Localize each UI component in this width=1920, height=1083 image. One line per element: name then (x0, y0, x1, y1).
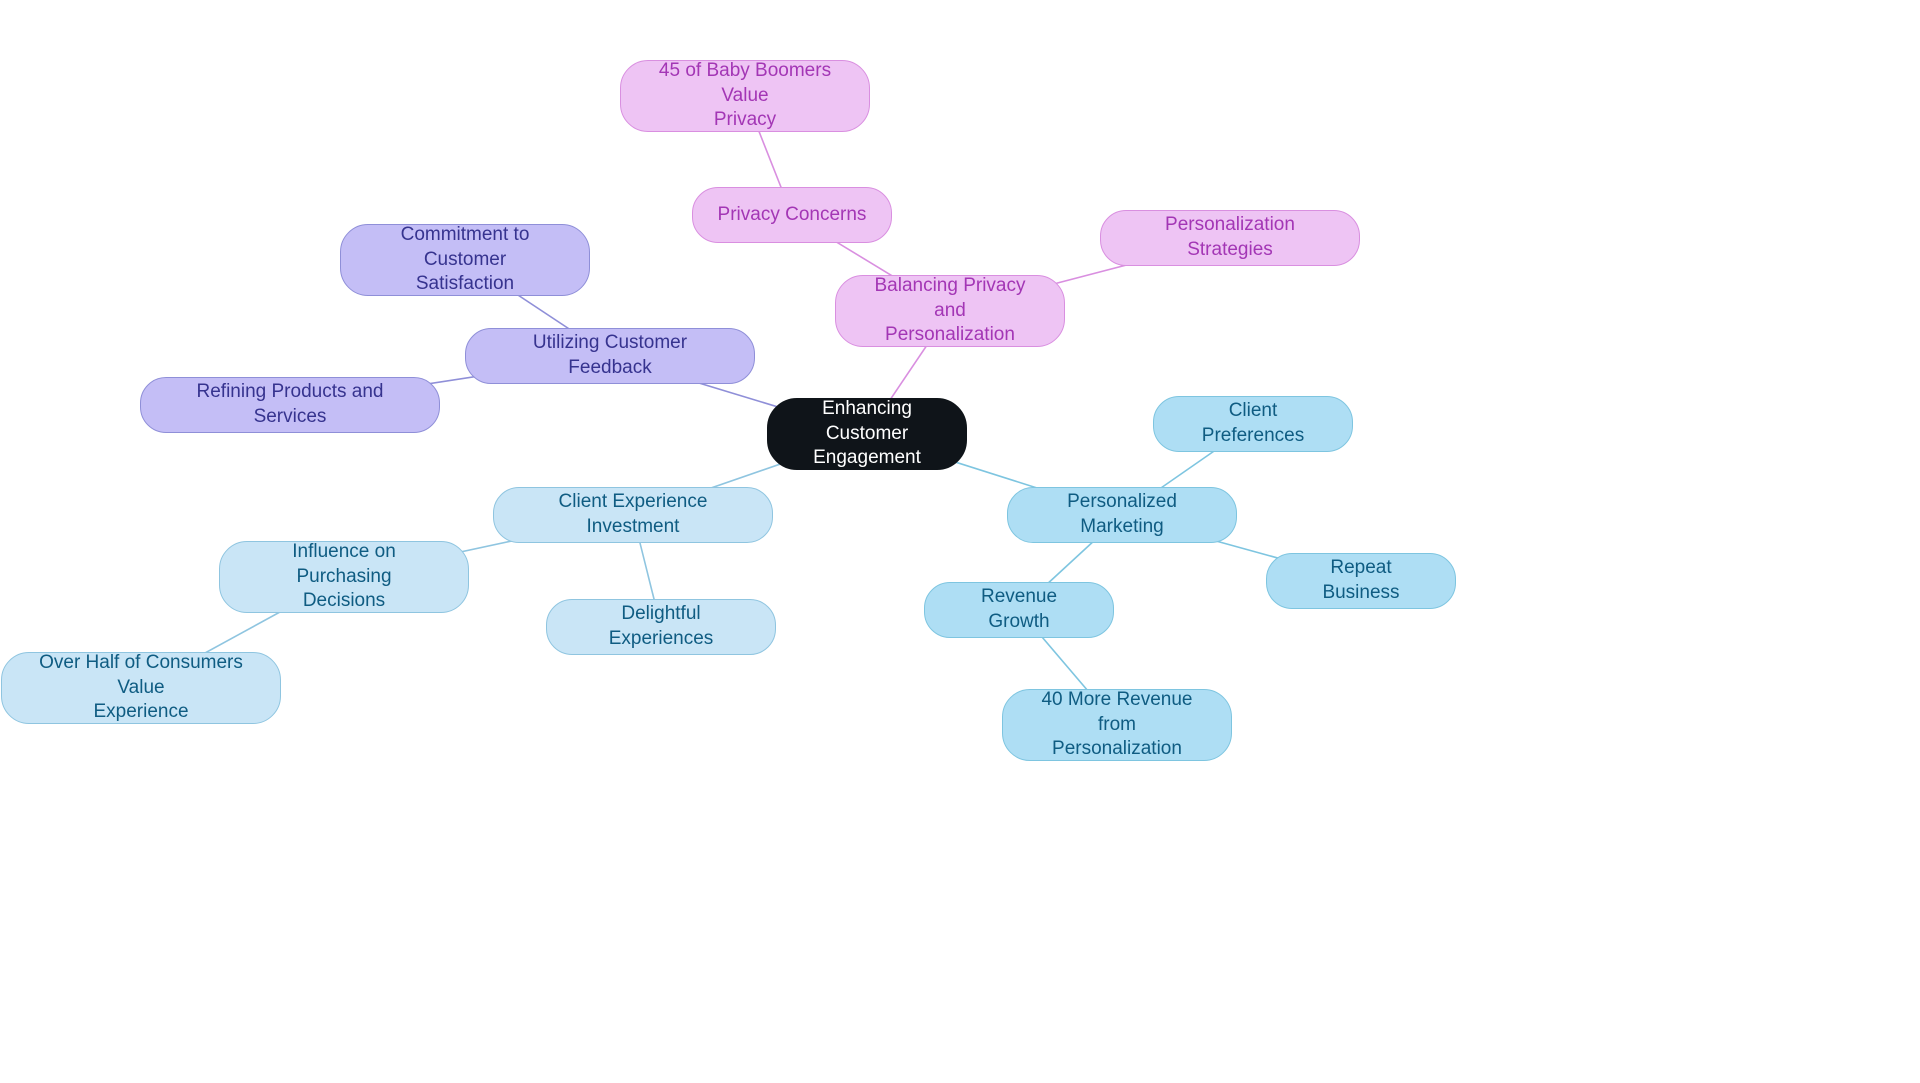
node-label: Client Experience Investment (518, 490, 748, 539)
node-label: 40 More Revenue from Personalization (1027, 688, 1207, 762)
node-label: Personalized Marketing (1032, 490, 1212, 539)
node-root: Enhancing Customer Engagement (767, 398, 967, 470)
node-label: Privacy Concerns (718, 203, 867, 228)
node-privacy: Privacy Concerns (692, 187, 892, 243)
node-label: Over Half of Consumers Value Experience (26, 651, 256, 725)
node-commit: Commitment to Customer Satisfaction (340, 224, 590, 296)
node-label: Refining Products and Services (165, 380, 415, 429)
node-label: 45 of Baby Boomers Value Privacy (645, 59, 845, 133)
node-pstrat: Personalization Strategies (1100, 210, 1360, 266)
node-label: Commitment to Customer Satisfaction (365, 223, 565, 297)
node-repeat: Repeat Business (1266, 553, 1456, 609)
node-label: Utilizing Customer Feedback (490, 331, 730, 380)
node-delight: Delightful Experiences (546, 599, 776, 655)
node-label: Repeat Business (1291, 556, 1431, 605)
node-refine: Refining Products and Services (140, 377, 440, 433)
node-ipd: Influence on Purchasing Decisions (219, 541, 469, 613)
node-boomers: 45 of Baby Boomers Value Privacy (620, 60, 870, 132)
node-label: Client Preferences (1178, 399, 1328, 448)
node-feedback: Utilizing Customer Feedback (465, 328, 755, 384)
node-label: Balancing Privacy and Personalization (860, 274, 1040, 348)
node-pmkt: Personalized Marketing (1007, 487, 1237, 543)
node-label: Delightful Experiences (571, 602, 751, 651)
node-label: Personalization Strategies (1125, 213, 1335, 262)
node-rev40: 40 More Revenue from Personalization (1002, 689, 1232, 761)
node-revgrow: Revenue Growth (924, 582, 1114, 638)
node-balance: Balancing Privacy and Personalization (835, 275, 1065, 347)
node-label: Revenue Growth (949, 585, 1089, 634)
node-label: Enhancing Customer Engagement (792, 397, 942, 471)
node-prefs: Client Preferences (1153, 396, 1353, 452)
node-overhalf: Over Half of Consumers Value Experience (1, 652, 281, 724)
node-cei: Client Experience Investment (493, 487, 773, 543)
node-label: Influence on Purchasing Decisions (244, 540, 444, 614)
